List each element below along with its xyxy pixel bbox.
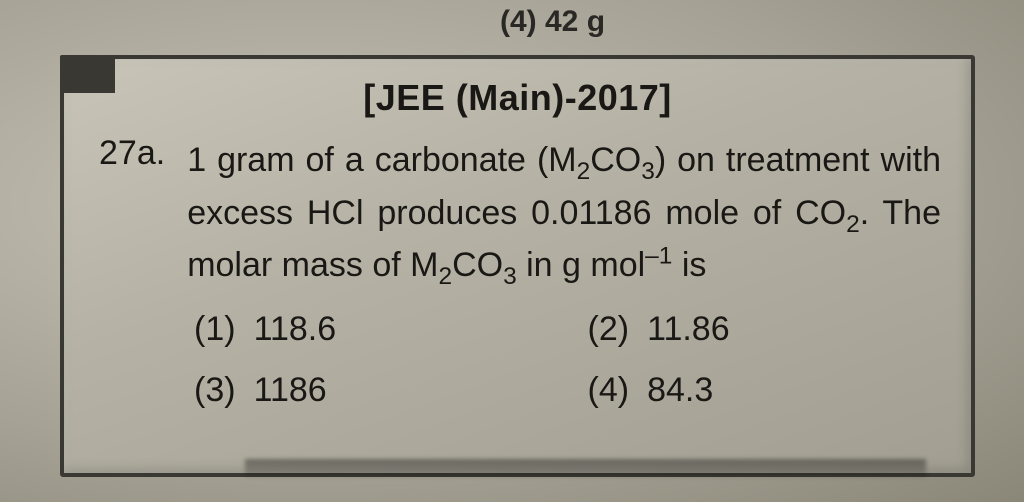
q-sub: 3: [503, 263, 517, 290]
q-sub: 2: [438, 263, 452, 290]
option-3: (3) 1186: [194, 371, 548, 410]
option-number: (1): [194, 310, 236, 349]
options-grid: (1) 118.6 (2) 11.86 (3) 1186 (4) 84.3: [94, 310, 941, 410]
option-value: 1186: [254, 371, 327, 410]
q-line3-mid2: CO: [452, 246, 503, 284]
q-sub: 2: [846, 210, 860, 237]
question-row: 27a. 1 gram of a carbonate (M2CO3) on tr…: [94, 134, 941, 292]
exam-header: [JEE (Main)-2017]: [94, 77, 941, 119]
option-1: (1) 118.6: [194, 310, 548, 349]
question-text: 1 gram of a carbonate (M2CO3) on treatme…: [187, 134, 941, 292]
q-line3-post: in g mol: [517, 246, 646, 284]
option-value: 118.6: [254, 310, 337, 349]
q-line1-mid1: CO: [590, 141, 641, 179]
option-number: (4): [588, 371, 630, 410]
q-line1-post: ) on treatment: [655, 141, 870, 179]
previous-fragment: (4) 42 g: [500, 5, 605, 39]
option-value: 84.3: [647, 371, 713, 410]
q-sub: 2: [577, 158, 591, 185]
q-line3-pre: CO: [795, 194, 846, 232]
option-number: (3): [194, 371, 236, 410]
bottom-shadow: [245, 459, 925, 477]
option-value: 11.86: [647, 310, 730, 349]
option-2: (2) 11.86: [588, 310, 942, 349]
q-sub: 3: [641, 158, 655, 185]
question-number: 27a.: [94, 134, 165, 292]
question-box: [JEE (Main)-2017] 27a. 1 gram of a carbo…: [60, 55, 975, 477]
q-line3-end: is: [672, 246, 706, 284]
q-sup: –1: [645, 243, 672, 270]
option-number: (2): [588, 310, 630, 349]
option-4: (4) 84.3: [588, 371, 942, 410]
q-line1-pre: 1 gram of a carbonate (M: [187, 141, 576, 179]
corner-tab: [60, 55, 115, 93]
